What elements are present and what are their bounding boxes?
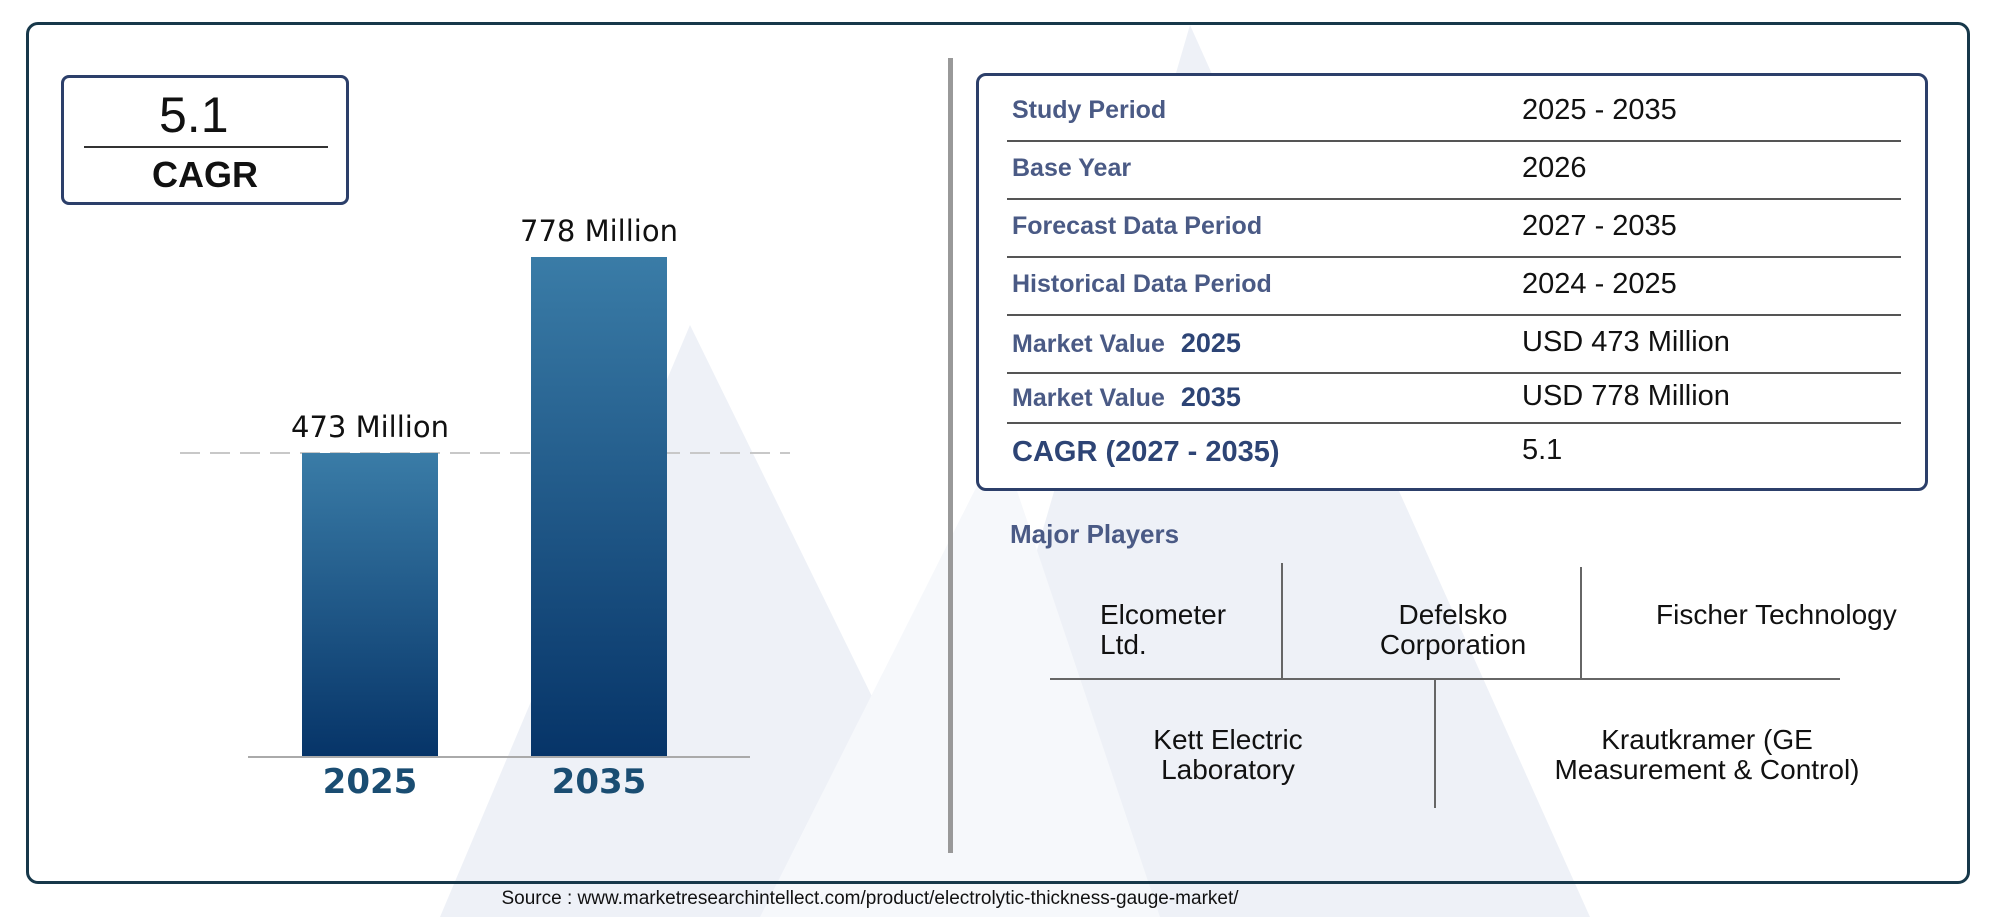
cagr-badge: 5.1 CAGR — [61, 75, 349, 205]
cagr-label: CAGR — [152, 154, 258, 195]
info-row-base-year: Base Year 2026 — [1007, 140, 1901, 200]
info-value: 2026 — [1522, 152, 1587, 184]
bar — [302, 453, 438, 757]
info-value: USD 473 Million — [1522, 326, 1730, 358]
info-label: Market Value 2025 — [1012, 328, 1241, 358]
grid-divider — [1050, 678, 1840, 680]
player-name: Krautkramer (GE Measurement & Control) — [1554, 724, 1860, 785]
grid-divider — [1434, 680, 1436, 808]
info-label: CAGR (2027 - 2035) — [1012, 436, 1280, 468]
player-name: Fischer Technology — [1656, 599, 1897, 630]
info-value: USD 778 Million — [1522, 380, 1730, 412]
info-row-market-value-2025: Market Value 2025 USD 473 Million — [1007, 314, 1901, 374]
major-players-title: Major Players — [1010, 519, 1180, 549]
source-citation: Source : www.marketresearchintellect.com… — [501, 888, 1239, 909]
bar-value-label: 473 Million — [291, 410, 449, 444]
info-row-market-value-2035: Market Value 2035 USD 778 Million — [1007, 372, 1901, 424]
info-row-historical-period: Historical Data Period 2024 - 2025 — [1007, 256, 1901, 316]
info-label: Market Value 2035 — [1012, 382, 1241, 412]
grid-divider — [1580, 567, 1582, 678]
info-label: Base Year — [1012, 154, 1132, 182]
info-value: 2025 - 2035 — [1522, 94, 1677, 126]
cagr-value: 5.1 — [159, 87, 229, 143]
info-year: 2035 — [1180, 382, 1241, 412]
info-label: Study Period — [1012, 96, 1167, 124]
x-tick-label: 2035 — [552, 762, 647, 802]
player-name: Elcometer Ltd. — [1100, 599, 1227, 660]
market-info-table: Study Period 2025 - 2035 Base Year 2026 … — [976, 73, 1928, 491]
bar — [531, 257, 667, 757]
cagr-divider — [84, 146, 328, 148]
player-name: Kett Electric Laboratory — [1153, 724, 1303, 785]
player-name: Defelsko Corporation — [1379, 599, 1527, 660]
info-row-forecast-period: Forecast Data Period 2027 - 2035 — [1007, 198, 1901, 258]
info-row-cagr: CAGR (2027 - 2035) 5.1 — [1007, 422, 1901, 480]
info-label: Historical Data Period — [1012, 270, 1272, 298]
info-value: 5.1 — [1522, 434, 1563, 466]
info-value: 2024 - 2025 — [1522, 268, 1677, 300]
x-tick-label: 2025 — [323, 762, 418, 802]
grid-divider — [1281, 563, 1283, 678]
info-value: 2027 - 2035 — [1522, 210, 1677, 242]
info-label: Forecast Data Period — [1012, 212, 1263, 240]
info-year: 2025 — [1180, 328, 1241, 358]
market-bar-chart: 473 Million 2025 778 Million 2035 — [180, 214, 790, 802]
card-frame — [26, 22, 1970, 884]
info-row-study-period: Study Period 2025 - 2035 — [1007, 82, 1901, 142]
bar-value-label: 778 Million — [520, 214, 678, 248]
section-divider — [948, 58, 953, 853]
